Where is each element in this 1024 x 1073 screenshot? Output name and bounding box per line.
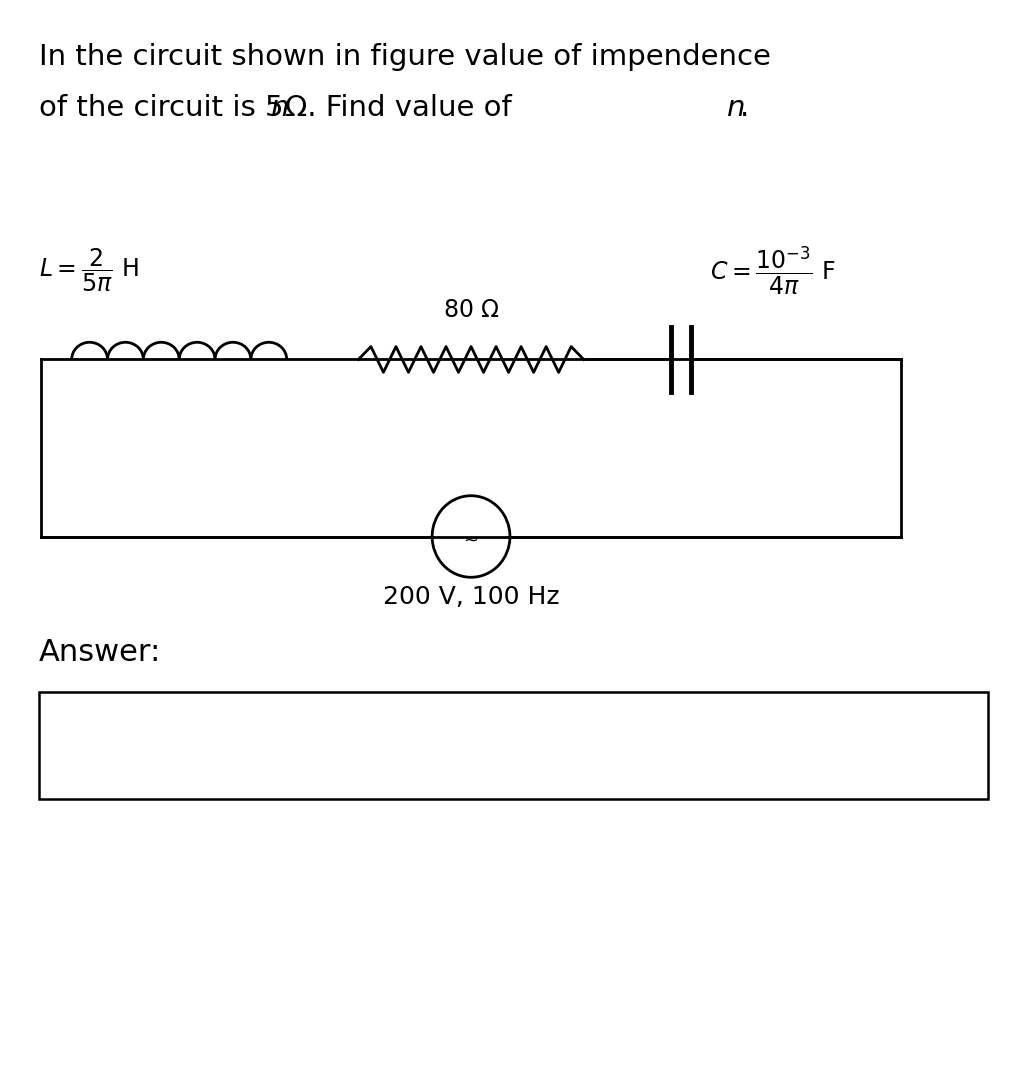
Text: Answer:: Answer:	[39, 638, 161, 667]
Text: n: n	[271, 94, 290, 122]
Text: 200 V, 100 Hz: 200 V, 100 Hz	[383, 585, 559, 608]
Text: $L = \dfrac{2}{5\pi}\ \mathrm{H}$: $L = \dfrac{2}{5\pi}\ \mathrm{H}$	[39, 247, 138, 294]
Text: n: n	[727, 94, 745, 122]
Text: ~: ~	[464, 532, 478, 549]
Text: of the circuit is 5: of the circuit is 5	[39, 94, 284, 122]
Text: Ω. Find value of: Ω. Find value of	[285, 94, 520, 122]
Text: In the circuit shown in figure value of impendence: In the circuit shown in figure value of …	[39, 43, 771, 71]
Text: $C = \dfrac{10^{-3}}{4\pi}\ \mathrm{F}$: $C = \dfrac{10^{-3}}{4\pi}\ \mathrm{F}$	[711, 244, 836, 297]
Bar	[39, 692, 988, 799]
Text: .: .	[740, 94, 750, 122]
Text: $80\ \Omega$: $80\ \Omega$	[442, 298, 500, 322]
